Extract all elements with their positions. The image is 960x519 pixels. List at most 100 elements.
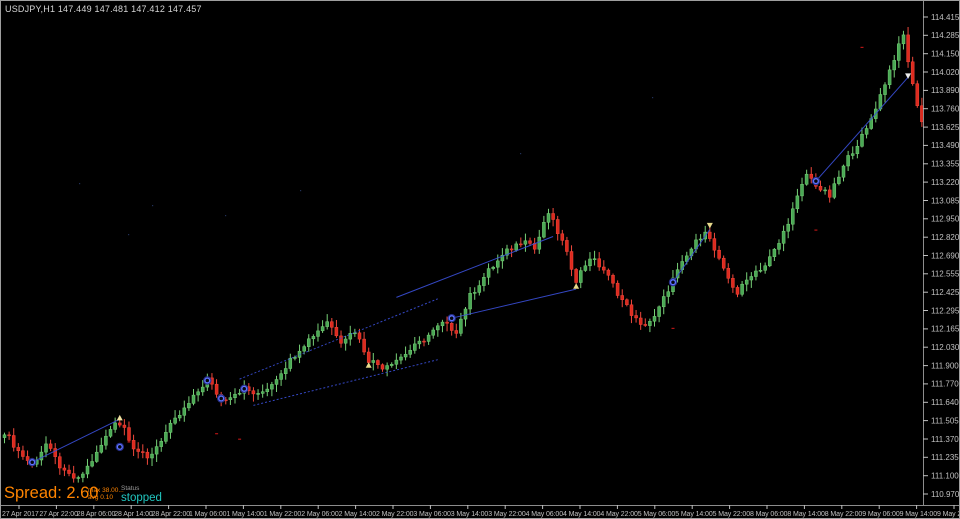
candle-down <box>357 332 362 340</box>
candle-down <box>53 448 57 457</box>
price-tick-label: 113.085 <box>931 196 960 205</box>
candle-up <box>754 270 758 277</box>
candle-down <box>145 451 150 459</box>
price-tick-label: 112.295 <box>931 306 960 315</box>
price-tick-label: 114.415 <box>931 13 960 22</box>
candle-up <box>860 133 864 147</box>
time-tick-label: 2 May 06:00 <box>301 511 339 518</box>
candle-up <box>657 306 661 317</box>
candle-up <box>491 266 495 269</box>
candle-down <box>818 186 823 191</box>
candle-up <box>293 357 297 359</box>
candle-up <box>413 343 417 351</box>
candle-up <box>196 391 200 396</box>
candle-down <box>214 383 219 395</box>
zigzag-line <box>672 229 711 283</box>
price-axis[interactable]: 114.415 114.285 114.150 114.020 113.890 113.7… <box>923 13 960 499</box>
candle-up <box>44 443 48 453</box>
signal-arrow-down <box>706 222 713 229</box>
candle-down <box>445 321 449 324</box>
candle-down <box>643 324 648 326</box>
candle-down <box>910 61 915 84</box>
candle-up <box>417 340 422 345</box>
signal-arrow-up <box>573 283 580 289</box>
candles-layer <box>2 27 923 483</box>
noise-dot <box>79 183 81 185</box>
time-tick-label: 8 May 22:00 <box>825 511 863 518</box>
price-tick-label: 114.020 <box>931 68 960 77</box>
candle-up <box>385 365 389 370</box>
zigzag-marker-circle <box>812 178 819 185</box>
candle-up <box>505 248 509 256</box>
candle-up <box>652 316 657 322</box>
price-tick-label: 114.150 <box>931 50 960 59</box>
spread-stats-avg: avg 0.10 <box>88 494 113 501</box>
candle-up <box>256 393 260 395</box>
zigzag-marker-circle <box>116 443 123 450</box>
time-tick-label: 4 May 14:00 <box>563 511 601 518</box>
zigzag-marker-halo <box>240 384 249 393</box>
time-tick-label: 27 Apr 22:00 <box>39 511 78 518</box>
price-tick-label: 113.355 <box>931 160 960 169</box>
candle-up <box>832 183 837 198</box>
candle-down <box>380 364 385 370</box>
candle-down <box>827 189 832 198</box>
candle-down <box>634 315 638 319</box>
candle-up <box>583 265 588 271</box>
arrow-markers-layer <box>116 73 912 421</box>
noise-dot <box>300 190 302 192</box>
candle-up <box>786 223 790 232</box>
candle-up <box>168 422 173 433</box>
candle-up <box>113 422 117 430</box>
candle-down <box>555 219 560 234</box>
candle-up <box>159 441 163 447</box>
noise-dot <box>152 205 154 207</box>
candle-down <box>509 248 514 251</box>
candle-up <box>781 230 786 244</box>
candle-down <box>449 323 454 331</box>
candle-down <box>712 238 717 251</box>
candle-up <box>164 432 168 442</box>
price-tick-label: 111.770 <box>931 380 959 389</box>
candle-down <box>565 240 569 252</box>
candle-down <box>726 268 731 279</box>
red-dash <box>238 438 242 440</box>
candle-down <box>620 295 624 300</box>
candle-up <box>661 296 666 308</box>
candle-up <box>399 356 403 361</box>
candle-up <box>389 364 394 366</box>
time-tick-label: 1 May 22:00 <box>264 511 302 518</box>
candle-down <box>615 282 620 296</box>
candle-up <box>887 69 892 85</box>
candle-up <box>260 391 265 394</box>
candle-up <box>772 248 777 257</box>
candle-down <box>735 287 740 295</box>
time-tick-label: 9 May 06:00 <box>862 511 900 518</box>
candle-down <box>71 473 76 479</box>
candle-up <box>892 60 896 71</box>
price-tick-label: 113.890 <box>931 86 960 95</box>
trendlines-layer <box>31 76 909 463</box>
time-tick-label: 2 May 22:00 <box>376 511 414 518</box>
candle-up <box>320 326 325 332</box>
candle-down <box>21 450 25 457</box>
candle-up <box>426 334 431 342</box>
candle-down <box>422 340 426 343</box>
candle-up <box>500 254 505 262</box>
candle-down <box>560 233 565 241</box>
red-dots-layer <box>127 46 864 443</box>
candle-up <box>579 270 583 283</box>
price-tick-label: 110.970 <box>931 490 960 499</box>
candle-up <box>537 236 542 250</box>
candle-down <box>611 275 615 284</box>
zigzag-marker-circle <box>29 459 36 466</box>
zigzag-line <box>451 288 577 319</box>
candle-down <box>906 34 910 63</box>
time-tick-label: 27 Apr 2017 <box>2 511 39 518</box>
candle-up <box>94 451 99 462</box>
candle-down <box>127 427 131 441</box>
candle-up <box>592 258 597 260</box>
candle-up <box>39 451 44 461</box>
